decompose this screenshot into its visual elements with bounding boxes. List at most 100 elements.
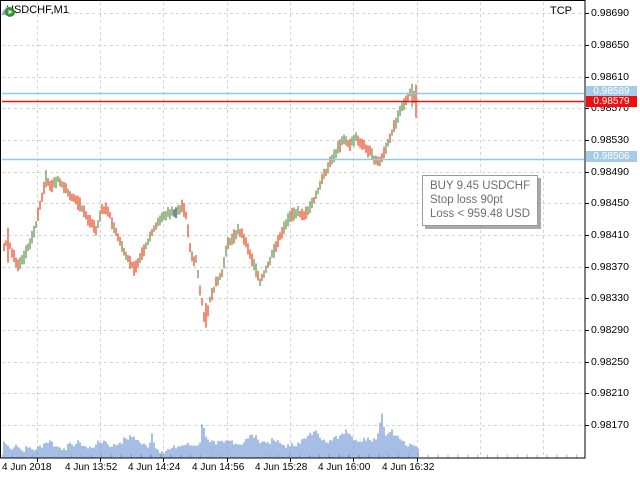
volume-bar (107, 444, 109, 458)
price-bar (49, 180, 51, 191)
volume-bar (79, 442, 81, 458)
volume-bar (397, 435, 399, 458)
price-bar (305, 206, 307, 219)
price-bar (159, 215, 161, 226)
volume-bar (177, 446, 179, 458)
price-bar (365, 144, 367, 153)
price-bar (121, 241, 123, 252)
volume-bar (349, 434, 351, 458)
price-bar (207, 305, 209, 317)
connection-status-icon (1, 6, 15, 17)
price-bar (51, 179, 53, 193)
ask-price-tag: 0.98589 (586, 85, 637, 97)
volume-bar (69, 442, 71, 458)
price-bar (197, 270, 199, 279)
volume-bar (73, 446, 75, 458)
price-bar (129, 255, 131, 269)
price-axis-label: 0.98450 (591, 197, 629, 210)
volume-bar (331, 440, 333, 458)
volume-bar (287, 444, 289, 458)
price-bar (91, 218, 93, 228)
volume-bar (221, 440, 223, 458)
price-bar (353, 134, 355, 147)
volume-bar (321, 440, 323, 458)
volume-bar (255, 435, 257, 458)
price-bar (287, 213, 289, 227)
volume-bar (343, 434, 345, 458)
volume-bar (119, 442, 121, 458)
price-bar (55, 176, 57, 189)
price-bar (39, 200, 41, 210)
volume-bar (15, 444, 17, 458)
price-bar (23, 250, 25, 265)
price-bar (193, 256, 195, 267)
volume-bar (259, 443, 261, 458)
volume-bar (19, 448, 21, 458)
price-bar (377, 156, 379, 166)
volume-bar (363, 437, 365, 458)
volume-bar (113, 443, 115, 458)
price-bar (147, 238, 149, 246)
price-bar (3, 243, 5, 252)
volume-bar (27, 447, 29, 458)
price-bar (43, 181, 45, 195)
price-bar (175, 207, 177, 219)
price-bar (61, 180, 63, 188)
price-bar (59, 178, 61, 187)
price-bar (127, 255, 129, 262)
price-bar (37, 207, 39, 222)
price-bar (323, 168, 325, 180)
volume-bar (189, 445, 191, 458)
volume-bar (383, 426, 385, 458)
volume-bar (361, 441, 363, 458)
volume-bar (81, 445, 83, 458)
volume-bar (153, 442, 155, 458)
price-bar (385, 142, 387, 154)
volume-bar (167, 448, 169, 458)
price-bar (261, 274, 263, 282)
volume-bar (245, 438, 247, 458)
volume-bar (305, 438, 307, 458)
price-bar (7, 227, 9, 263)
price-bar (319, 180, 321, 190)
price-axis-label: 0.98610 (591, 70, 629, 83)
price-bar (133, 261, 135, 276)
volume-bar (235, 443, 237, 458)
volume-bar (131, 437, 133, 458)
volume-bar (295, 446, 297, 458)
volume-bar (195, 445, 197, 458)
price-bar (301, 208, 303, 221)
price-bar (285, 219, 287, 230)
tooltip-loss-line: Loss < 959.48 USD (430, 208, 531, 220)
price-bar (215, 276, 217, 287)
volume-bar (347, 433, 349, 458)
stoploss-price-tag[interactable]: 0.98506 (586, 151, 637, 163)
price-bar (291, 208, 293, 222)
price-bar (153, 225, 155, 232)
volume-bar (171, 447, 173, 458)
price-bar (137, 258, 139, 268)
price-bar (183, 203, 185, 217)
price-bar (191, 251, 193, 262)
volume-bar (51, 441, 53, 458)
volume-bar (205, 436, 207, 458)
volume-bar (25, 446, 27, 458)
time-axis-label: 4 Jun 16:00 (318, 462, 371, 473)
volume-bar (335, 435, 337, 458)
volume-bar (379, 422, 381, 458)
volume-bar (373, 438, 375, 458)
price-bar (115, 227, 117, 236)
price-bar (163, 211, 165, 220)
price-bar (271, 249, 273, 258)
volume-bar (371, 441, 373, 458)
price-bar (245, 237, 247, 248)
price-bar (315, 190, 317, 200)
price-bar (187, 224, 189, 238)
volume-bar (309, 432, 311, 458)
volume-bar (301, 439, 303, 458)
price-bar (293, 207, 295, 221)
price-bar (363, 139, 365, 150)
price-bar (47, 178, 49, 186)
volume-bar (405, 445, 407, 458)
